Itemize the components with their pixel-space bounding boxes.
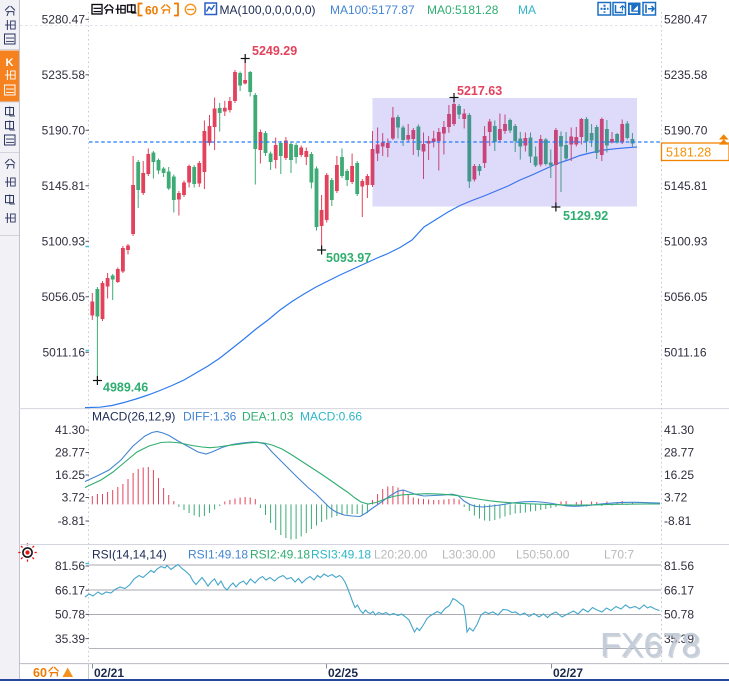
svg-text:MA100:5177.87: MA100:5177.87 <box>330 3 415 17</box>
svg-text:L50:50.00: L50:50.00 <box>516 548 570 562</box>
svg-text:DIFF:1.36: DIFF:1.36 <box>183 410 237 424</box>
svg-text:4989.46: 4989.46 <box>103 381 148 395</box>
svg-text:5235.58: 5235.58 <box>42 68 86 82</box>
svg-text:3.72: 3.72 <box>664 491 688 505</box>
svg-text:5181.28: 5181.28 <box>666 146 711 160</box>
svg-text:66.17: 66.17 <box>664 583 694 597</box>
svg-text:5190.70: 5190.70 <box>664 124 708 138</box>
svg-text:RSI(14,14,14): RSI(14,14,14) <box>92 548 167 562</box>
svg-text:-8.81: -8.81 <box>664 514 692 528</box>
svg-text:41.30: 41.30 <box>664 423 694 437</box>
svg-text:L70:7: L70:7 <box>604 548 634 562</box>
svg-text:50.78: 50.78 <box>55 608 85 622</box>
svg-text:5280.47: 5280.47 <box>42 13 86 27</box>
svg-text:FX678: FX678 <box>600 627 700 665</box>
svg-text:RSI3:49.18: RSI3:49.18 <box>311 548 371 562</box>
svg-text:02/27: 02/27 <box>553 666 583 680</box>
svg-text:41.30: 41.30 <box>55 423 85 437</box>
svg-text:5235.58: 5235.58 <box>664 68 708 82</box>
svg-text:16.25: 16.25 <box>664 468 694 482</box>
svg-text:5100.93: 5100.93 <box>42 235 86 249</box>
svg-text:MACD(26,12,9): MACD(26,12,9) <box>92 410 175 424</box>
svg-text:5280.47: 5280.47 <box>664 13 708 27</box>
svg-text:5145.81: 5145.81 <box>42 179 86 193</box>
svg-text:60: 60 <box>33 666 47 680</box>
svg-text:5093.97: 5093.97 <box>326 251 371 265</box>
svg-text:5100.93: 5100.93 <box>664 235 708 249</box>
svg-text:-8.81: -8.81 <box>58 514 86 528</box>
svg-text:5129.92: 5129.92 <box>563 209 608 223</box>
svg-text:02/25: 02/25 <box>328 666 358 680</box>
svg-text:81.56: 81.56 <box>664 559 694 573</box>
svg-text:5145.81: 5145.81 <box>664 179 708 193</box>
svg-text:5011.16: 5011.16 <box>43 346 86 360</box>
svg-text:MA0:5181.28: MA0:5181.28 <box>427 3 499 17</box>
svg-text:5190.70: 5190.70 <box>42 124 86 138</box>
svg-text:50.78: 50.78 <box>664 608 694 622</box>
svg-text:60: 60 <box>145 4 159 18</box>
svg-text:MA(100,0,0,0,0,0): MA(100,0,0,0,0,0) <box>220 3 316 17</box>
svg-text:5249.29: 5249.29 <box>252 44 297 58</box>
svg-text:K: K <box>6 57 14 69</box>
svg-text:5056.05: 5056.05 <box>664 290 708 304</box>
svg-text:MACD:0.66: MACD:0.66 <box>300 410 362 424</box>
svg-text:5011.16: 5011.16 <box>664 346 707 360</box>
svg-text:RSI2:49.18: RSI2:49.18 <box>250 548 310 562</box>
svg-text:L30:30.00: L30:30.00 <box>442 548 496 562</box>
svg-text:5217.63: 5217.63 <box>457 84 502 98</box>
svg-text:DEA:1.03: DEA:1.03 <box>242 410 294 424</box>
svg-text:81.56: 81.56 <box>55 559 85 573</box>
svg-text:3.72: 3.72 <box>62 491 86 505</box>
svg-text:66.17: 66.17 <box>55 583 85 597</box>
svg-text:RSI1:49.18: RSI1:49.18 <box>188 548 248 562</box>
svg-text:28.77: 28.77 <box>664 446 694 460</box>
svg-text:5056.05: 5056.05 <box>42 290 86 304</box>
svg-text:28.77: 28.77 <box>55 446 85 460</box>
svg-text:35.39: 35.39 <box>55 632 85 646</box>
svg-text:16.25: 16.25 <box>55 468 85 482</box>
svg-text:02/21: 02/21 <box>94 666 124 680</box>
svg-text:L20:20.00: L20:20.00 <box>374 548 428 562</box>
svg-text:MA: MA <box>518 3 536 17</box>
